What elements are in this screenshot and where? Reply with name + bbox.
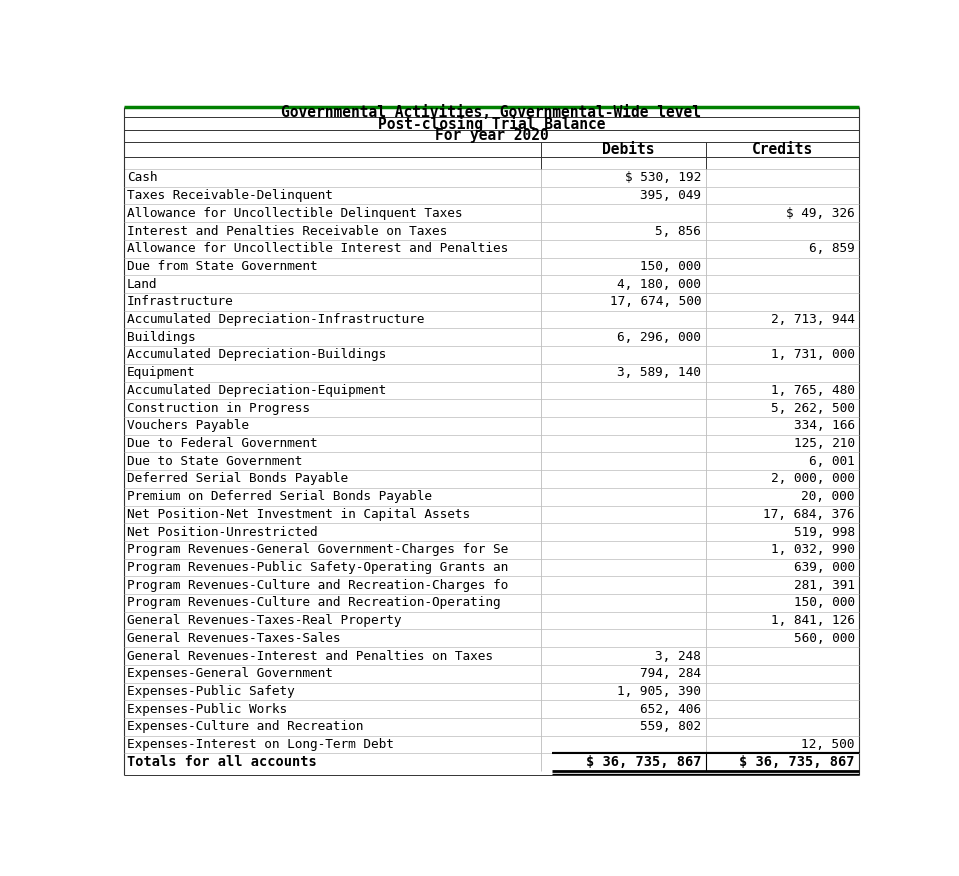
Text: Interest and Penalties Receivable on Taxes: Interest and Penalties Receivable on Tax… <box>127 224 447 237</box>
Text: Taxes Receivable-Delinquent: Taxes Receivable-Delinquent <box>127 189 333 202</box>
Text: 1, 905, 390: 1, 905, 390 <box>618 685 701 698</box>
Text: Due to Federal Government: Due to Federal Government <box>127 437 317 450</box>
Text: Cash: Cash <box>127 172 157 184</box>
Text: Deferred Serial Bonds Payable: Deferred Serial Bonds Payable <box>127 472 348 485</box>
Text: Expenses-Interest on Long-Term Debt: Expenses-Interest on Long-Term Debt <box>127 738 394 751</box>
Text: Program Revenues-Public Safety-Operating Grants an: Program Revenues-Public Safety-Operating… <box>127 561 508 574</box>
Text: 4, 180, 000: 4, 180, 000 <box>618 278 701 291</box>
Text: General Revenues-Taxes-Sales: General Revenues-Taxes-Sales <box>127 632 340 645</box>
Text: Net Position-Unrestricted: Net Position-Unrestricted <box>127 526 317 539</box>
Text: Premium on Deferred Serial Bonds Payable: Premium on Deferred Serial Bonds Payable <box>127 491 432 503</box>
Text: $ 530, 192: $ 530, 192 <box>625 172 701 184</box>
Text: Accumulated Depreciation-Infrastructure: Accumulated Depreciation-Infrastructure <box>127 313 424 326</box>
Text: 6, 296, 000: 6, 296, 000 <box>618 331 701 343</box>
Text: Expenses-Public Safety: Expenses-Public Safety <box>127 685 294 698</box>
Text: Expenses-Culture and Recreation: Expenses-Culture and Recreation <box>127 720 363 733</box>
Text: Allowance for Uncollectible Delinquent Taxes: Allowance for Uncollectible Delinquent T… <box>127 207 462 220</box>
Text: 125, 210: 125, 210 <box>794 437 854 450</box>
Text: Due to State Government: Due to State Government <box>127 455 302 468</box>
Text: 1, 841, 126: 1, 841, 126 <box>771 614 854 627</box>
Text: 794, 284: 794, 284 <box>640 668 701 681</box>
Text: Totals for all accounts: Totals for all accounts <box>127 755 316 769</box>
Text: 12, 500: 12, 500 <box>801 738 854 751</box>
Text: Accumulated Depreciation-Buildings: Accumulated Depreciation-Buildings <box>127 349 386 362</box>
Text: $ 36, 735, 867: $ 36, 735, 867 <box>586 755 701 769</box>
Text: Vouchers Payable: Vouchers Payable <box>127 420 248 433</box>
Text: 150, 000: 150, 000 <box>794 597 854 610</box>
Text: Net Position-Net Investment in Capital Assets: Net Position-Net Investment in Capital A… <box>127 508 470 521</box>
Text: Program Revenues-Culture and Recreation-Charges fo: Program Revenues-Culture and Recreation-… <box>127 579 508 591</box>
Text: Post-closing Trial Balance: Post-closing Trial Balance <box>378 116 605 131</box>
Text: Program Revenues-Culture and Recreation-Operating: Program Revenues-Culture and Recreation-… <box>127 597 501 610</box>
Text: $ 36, 735, 867: $ 36, 735, 867 <box>739 755 854 769</box>
Text: Expenses-Public Works: Expenses-Public Works <box>127 703 287 716</box>
Text: 6, 859: 6, 859 <box>808 243 854 255</box>
Text: 3, 248: 3, 248 <box>655 650 701 662</box>
Text: 5, 262, 500: 5, 262, 500 <box>771 401 854 414</box>
Text: Allowance for Uncollectible Interest and Penalties: Allowance for Uncollectible Interest and… <box>127 243 508 255</box>
Text: Debits: Debits <box>602 142 655 157</box>
Text: Credits: Credits <box>752 142 813 157</box>
Text: $ 49, 326: $ 49, 326 <box>786 207 854 220</box>
Text: 1, 731, 000: 1, 731, 000 <box>771 349 854 362</box>
Text: 639, 000: 639, 000 <box>794 561 854 574</box>
Text: General Revenues-Taxes-Real Property: General Revenues-Taxes-Real Property <box>127 614 402 627</box>
Text: 1, 765, 480: 1, 765, 480 <box>771 384 854 397</box>
Text: 1, 032, 990: 1, 032, 990 <box>771 543 854 556</box>
Text: Due from State Government: Due from State Government <box>127 260 317 273</box>
Text: 6, 001: 6, 001 <box>808 455 854 468</box>
Text: 2, 713, 944: 2, 713, 944 <box>771 313 854 326</box>
Text: Expenses-General Government: Expenses-General Government <box>127 668 333 681</box>
Text: Governmental Activities, Governmental-Wide level: Governmental Activities, Governmental-Wi… <box>282 104 701 119</box>
Text: 20, 000: 20, 000 <box>801 491 854 503</box>
Text: General Revenues-Interest and Penalties on Taxes: General Revenues-Interest and Penalties … <box>127 650 493 662</box>
Text: 2, 000, 000: 2, 000, 000 <box>771 472 854 485</box>
Text: 519, 998: 519, 998 <box>794 526 854 539</box>
Text: 652, 406: 652, 406 <box>640 703 701 716</box>
Text: 17, 684, 376: 17, 684, 376 <box>763 508 854 521</box>
Text: Construction in Progress: Construction in Progress <box>127 401 310 414</box>
Text: 559, 802: 559, 802 <box>640 720 701 733</box>
Text: 281, 391: 281, 391 <box>794 579 854 591</box>
Text: Land: Land <box>127 278 157 291</box>
Text: Accumulated Depreciation-Equipment: Accumulated Depreciation-Equipment <box>127 384 386 397</box>
Text: 17, 674, 500: 17, 674, 500 <box>610 295 701 308</box>
Text: 334, 166: 334, 166 <box>794 420 854 433</box>
Text: For year 2020: For year 2020 <box>434 129 549 144</box>
Text: 560, 000: 560, 000 <box>794 632 854 645</box>
Text: Equipment: Equipment <box>127 366 196 379</box>
Text: 3, 589, 140: 3, 589, 140 <box>618 366 701 379</box>
Text: Infrastructure: Infrastructure <box>127 295 234 308</box>
Text: 395, 049: 395, 049 <box>640 189 701 202</box>
Text: 5, 856: 5, 856 <box>655 224 701 237</box>
Text: Buildings: Buildings <box>127 331 196 343</box>
Text: 150, 000: 150, 000 <box>640 260 701 273</box>
Text: Program Revenues-General Government-Charges for Se: Program Revenues-General Government-Char… <box>127 543 508 556</box>
